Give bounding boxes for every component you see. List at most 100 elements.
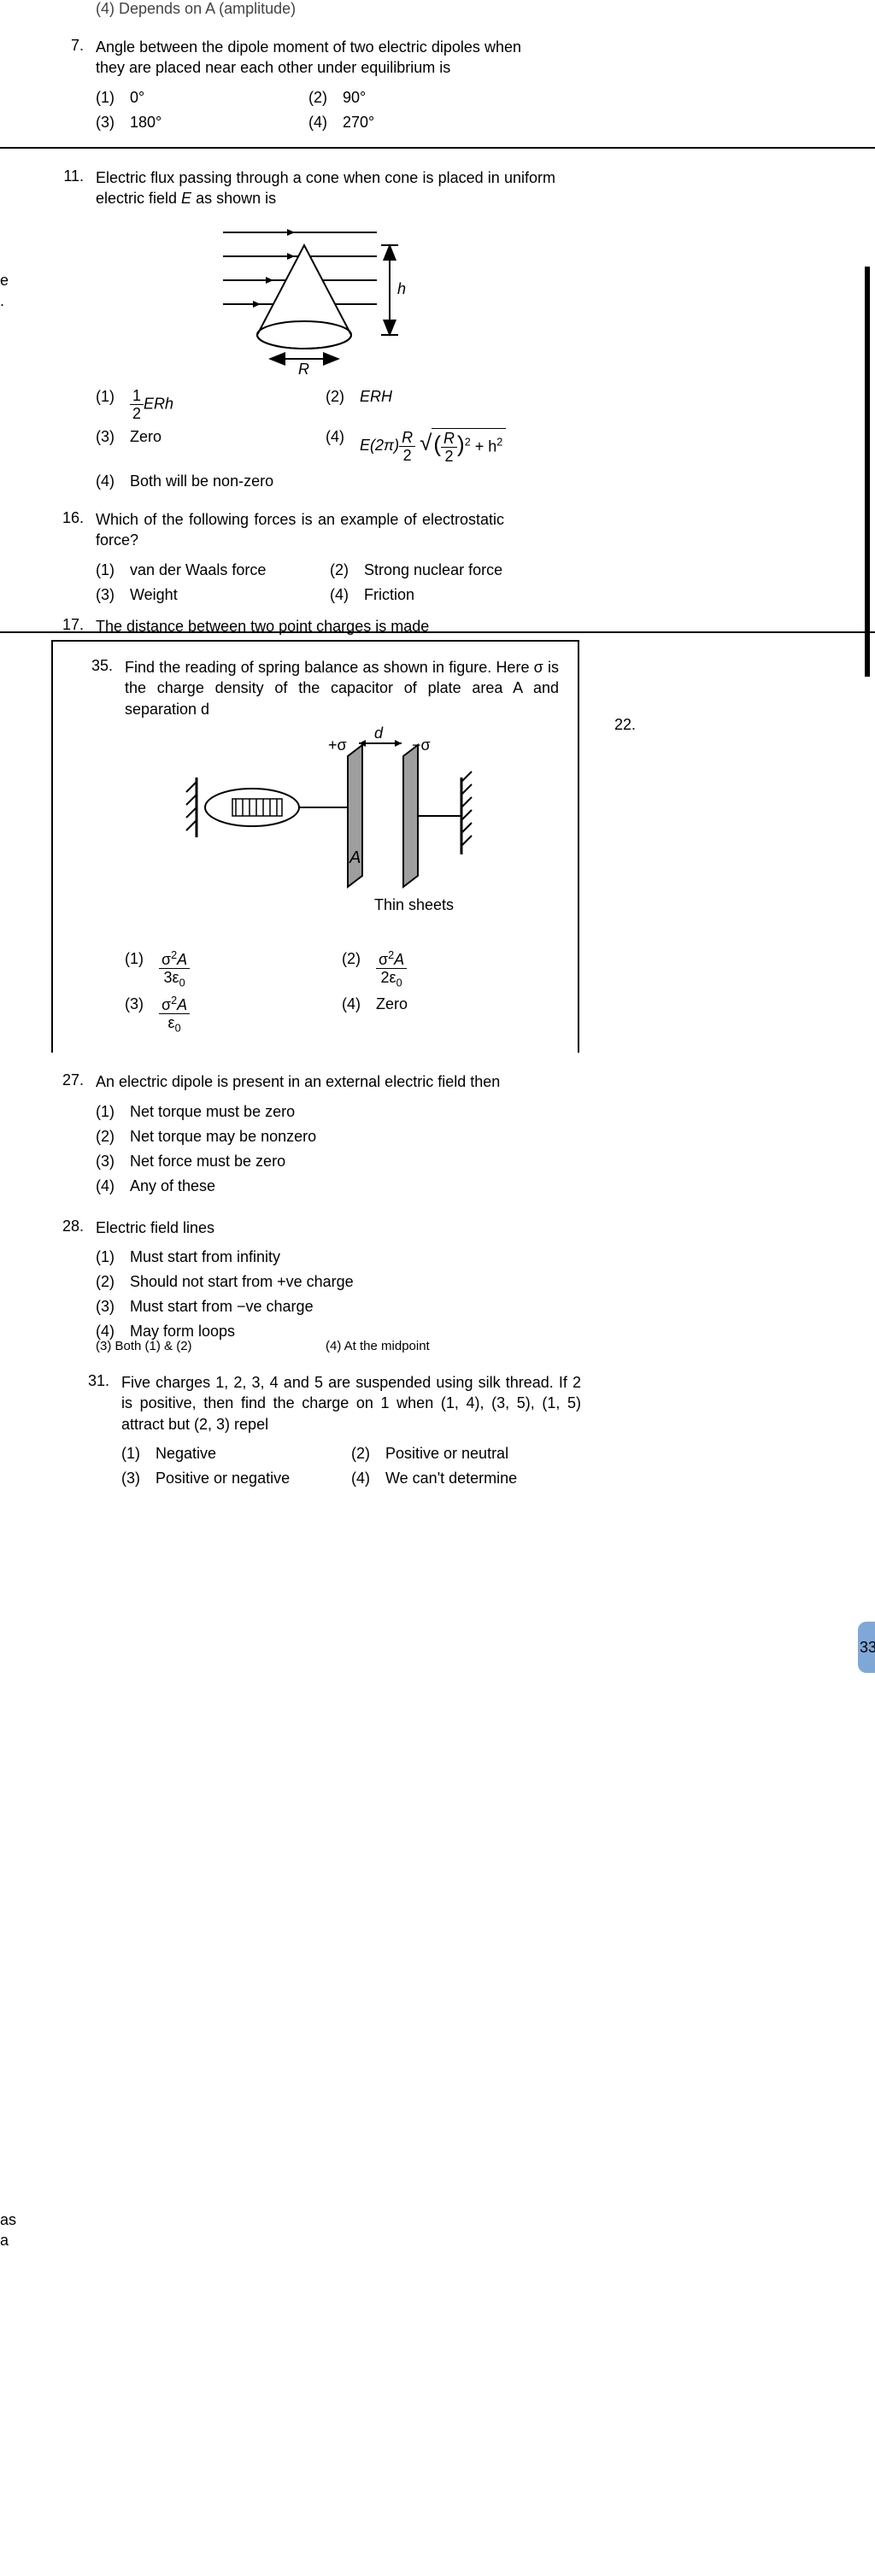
horizontal-rule <box>0 147 875 149</box>
vertical-bar <box>865 267 870 677</box>
q27-number: 27. <box>43 1071 96 1198</box>
q16-opt2: Strong nuclear force <box>364 561 502 579</box>
q16-stem: Which of the following forces is an exam… <box>96 509 564 551</box>
opt-label: (4) <box>326 428 360 464</box>
q28-stem: Electric field lines <box>96 1218 555 1238</box>
question-16: 16. Which of the following forces is an … <box>43 509 564 607</box>
q31-opt1: Negative <box>156 1445 216 1463</box>
q7-opt3: 180° <box>130 114 161 132</box>
opt-label: (3) <box>96 1298 130 1316</box>
opt-label: (1) <box>96 1103 130 1121</box>
q11-stem: Electric flux passing through a cone whe… <box>96 167 555 209</box>
question-7: 7. Angle between the dipole moment of tw… <box>43 37 521 135</box>
left-margin-a: a <box>0 2232 9 2250</box>
q28-tail-a: (3) Both (1) & (2) <box>96 1339 326 1353</box>
opt-label: (1) <box>96 388 130 421</box>
question-17: 17. The distance between two point charg… <box>43 616 555 637</box>
question-35: 35. Find the reading of spring balance a… <box>72 657 559 1037</box>
opt-label: (2) <box>96 1273 130 1291</box>
q16-opt4: Friction <box>364 586 414 604</box>
q7-stem: Angle between the dipole moment of two e… <box>96 37 521 79</box>
opt-label: (1) <box>121 1445 156 1463</box>
capacitor-spring-figure: d +σ −σ <box>179 726 504 940</box>
opt-label: (2) <box>326 388 360 421</box>
q16-opt3: Weight <box>130 586 178 604</box>
q31-stem: Five charges 1, 2, 3, 4 and 5 are suspen… <box>121 1372 581 1435</box>
right-margin-33: 33 <box>860 1639 875 1657</box>
opt-label: (3) <box>96 428 130 464</box>
opt-label: (4) <box>308 114 343 132</box>
q31-number: 31. <box>68 1372 121 1491</box>
q27-opt3: Net force must be zero <box>130 1153 285 1171</box>
opt-label: (1) <box>96 561 130 579</box>
q31-opt3: Positive or negative <box>156 1470 290 1488</box>
opt-label: (3) <box>121 1470 156 1488</box>
q28-opt4: May form loops <box>130 1323 235 1341</box>
q11-number: 11. <box>43 167 96 468</box>
question-27: 27. An electric dipole is present in an … <box>43 1071 555 1198</box>
q7-number: 7. <box>43 37 96 135</box>
opt-label: (2) <box>330 561 364 579</box>
opt-label: (3) <box>96 586 130 604</box>
left-margin-dot: . <box>0 292 4 310</box>
q31-opt2: Positive or neutral <box>385 1445 508 1463</box>
q7-opt2: 90° <box>343 89 366 107</box>
opt-label: (4) <box>96 1177 130 1195</box>
q35-opt3: σ2Aε0 <box>159 995 190 1034</box>
q28-tail-b: (4) At the midpoint <box>326 1339 555 1353</box>
opt-label: (4) <box>96 1323 130 1341</box>
q28-opt1: Must start from infinity <box>130 1248 280 1266</box>
q16-number: 16. <box>43 509 96 607</box>
partial-top-line: (4) Depends on A (amplitude) <box>43 0 849 18</box>
q7-opt4: 270° <box>343 114 374 132</box>
q17-number: 17. <box>43 616 96 637</box>
opt-label: (2) <box>351 1445 385 1463</box>
q35-opt1: σ2A3ε0 <box>159 950 190 989</box>
opt-label: (4) <box>330 586 364 604</box>
q35-opt4: Zero <box>376 995 408 1034</box>
opt-label: (2) <box>96 1128 130 1146</box>
svg-text:Thin sheets: Thin sheets <box>374 896 454 913</box>
opt-label: (4) <box>351 1470 385 1488</box>
q11-opt3: Zero <box>130 428 161 464</box>
q35-opt2: σ2A2ε0 <box>376 950 407 989</box>
cone-field-figure: h R <box>206 215 445 378</box>
q27-opt2: Net torque may be nonzero <box>130 1128 316 1146</box>
right-margin-22: 22. <box>614 716 636 734</box>
opt-label: (1) <box>96 1248 130 1266</box>
q35-stem: Find the reading of spring balance as sh… <box>125 657 559 719</box>
opt-label: (3) <box>96 1153 130 1171</box>
q28-opt3: Must start from −ve charge <box>130 1298 314 1316</box>
left-margin-as: as <box>0 2211 16 2229</box>
q11-opt4: E(2π)R2 √ (R2)2 + h2 <box>360 428 506 464</box>
svg-text:A: A <box>349 848 361 867</box>
svg-text:R: R <box>298 361 309 378</box>
opt-label: (1) <box>125 950 159 989</box>
q11-opt2: ERH <box>360 388 392 421</box>
q28-opt2: Should not start from +ve charge <box>130 1273 354 1291</box>
question-31: 31. Five charges 1, 2, 3, 4 and 5 are su… <box>68 1372 581 1491</box>
opt-label: (3) <box>125 995 159 1034</box>
q16-opt1: van der Waals force <box>130 561 266 579</box>
svg-text:h: h <box>397 280 406 297</box>
opt-label: (4) <box>342 995 376 1034</box>
q11-opt1: 12ERh <box>130 388 173 421</box>
q27-opt1: Net torque must be zero <box>130 1103 295 1121</box>
svg-text:d: d <box>374 726 384 742</box>
opt-label: (2) <box>308 89 343 107</box>
q28-number: 28. <box>43 1218 96 1353</box>
q11-extra-opt: (4)Both will be non-zero <box>43 472 849 490</box>
question-11: 11. Electric flux passing through a cone… <box>43 167 555 468</box>
q7-opt1: 0° <box>130 89 144 107</box>
svg-text:+σ: +σ <box>328 736 347 754</box>
q27-opt4: Any of these <box>130 1177 215 1195</box>
question-28: 28. Electric field lines (1)Must start f… <box>43 1218 555 1353</box>
opt-label: (1) <box>96 89 130 107</box>
opt-label: (2) <box>342 950 376 989</box>
q35-number: 35. <box>72 657 125 1037</box>
q31-opt4: We can't determine <box>385 1470 517 1488</box>
q17-stem: The distance between two point charges i… <box>96 616 555 637</box>
inner-frame: 35. Find the reading of spring balance a… <box>51 640 579 1053</box>
left-margin-e: e <box>0 272 9 290</box>
opt-label: (3) <box>96 114 130 132</box>
